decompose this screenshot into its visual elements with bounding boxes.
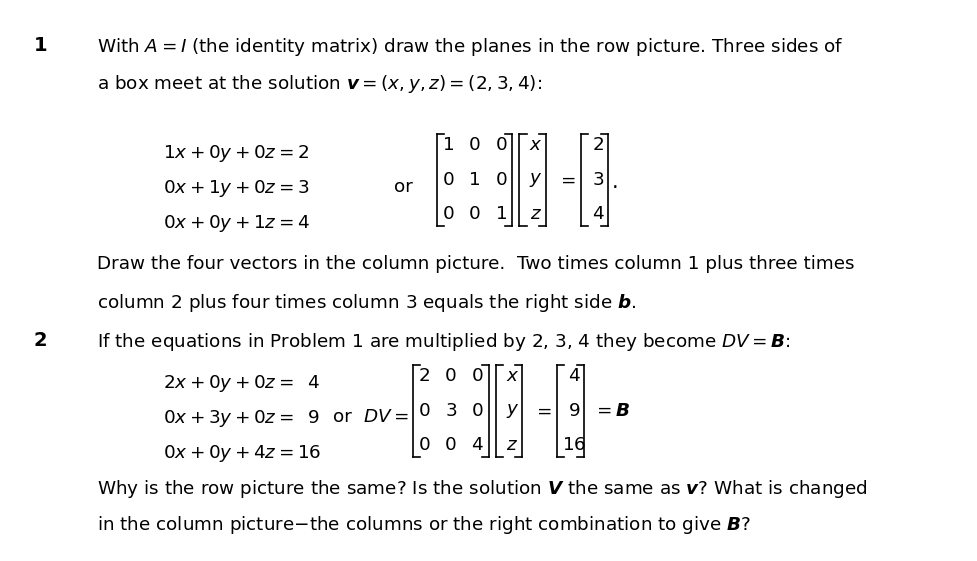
Text: $0$: $0$: [468, 136, 481, 154]
Text: $0$: $0$: [494, 171, 507, 188]
Text: $0$: $0$: [468, 205, 481, 223]
Text: $0$: $0$: [470, 402, 483, 420]
Text: $= \boldsymbol{B}$: $= \boldsymbol{B}$: [592, 402, 629, 420]
Text: $2x + 0y + 0z = \;\;4$: $2x + 0y + 0z = \;\;4$: [163, 373, 319, 394]
Text: $0$: $0$: [417, 402, 430, 420]
Text: 2: 2: [33, 331, 47, 350]
Text: column 2 plus four times column 3 equals the right side $\boldsymbol{b}$.: column 2 plus four times column 3 equals…: [97, 292, 636, 314]
Text: a box meet at the solution $\boldsymbol{v} = (x, y, z) = (2, 3, 4)$:: a box meet at the solution $\boldsymbol{…: [97, 73, 541, 95]
Text: $0$: $0$: [494, 136, 507, 154]
Text: With $A = I$ (the identity matrix) draw the planes in the row picture. Three sid: With $A = I$ (the identity matrix) draw …: [97, 36, 843, 58]
Text: $0x + 1y + 0z = 3$: $0x + 1y + 0z = 3$: [163, 178, 309, 199]
Text: $1$: $1$: [442, 136, 453, 154]
Text: 1: 1: [33, 36, 47, 56]
Text: Why is the row picture the same? Is the solution $\boldsymbol{V}$ the same as $\: Why is the row picture the same? Is the …: [97, 478, 867, 500]
Text: $z$: $z$: [506, 436, 518, 454]
Text: $y$: $y$: [529, 171, 542, 188]
Text: $0$: $0$: [442, 171, 453, 188]
Text: $9$: $9$: [568, 402, 579, 420]
Text: $y$: $y$: [505, 402, 519, 420]
Text: $0$: $0$: [442, 205, 453, 223]
Text: $4$: $4$: [470, 436, 483, 454]
Text: $3$: $3$: [591, 171, 604, 188]
Text: $4$: $4$: [591, 205, 604, 223]
Text: $x$: $x$: [505, 367, 519, 385]
Text: $0$: $0$: [444, 436, 456, 454]
Text: $0x + 3y + 0z = \;\;9$: $0x + 3y + 0z = \;\;9$: [163, 408, 319, 429]
Text: Draw the four vectors in the column picture.  Two times column 1 plus three time: Draw the four vectors in the column pict…: [97, 255, 854, 273]
Text: $0x + 0y + 1z = 4$: $0x + 0y + 1z = 4$: [163, 213, 310, 233]
Text: or: or: [394, 178, 412, 196]
Text: If the equations in Problem 1 are multiplied by 2, 3, 4 they become $DV = \bolds: If the equations in Problem 1 are multip…: [97, 331, 790, 353]
Text: $=$: $=$: [556, 171, 575, 188]
Text: $DV =$: $DV =$: [363, 408, 408, 426]
Text: $=$: $=$: [532, 402, 551, 420]
Text: $0$: $0$: [417, 436, 430, 454]
Text: $0x + 0y + 4z = 16$: $0x + 0y + 4z = 16$: [163, 443, 321, 463]
Text: $3$: $3$: [445, 402, 456, 420]
Text: $1$: $1$: [494, 205, 506, 223]
Text: or: or: [333, 408, 352, 426]
Text: in the column picture$-$the columns or the right combination to give $\boldsymbo: in the column picture$-$the columns or t…: [97, 514, 750, 536]
Text: $z$: $z$: [530, 205, 541, 223]
Text: $4$: $4$: [568, 367, 580, 385]
Text: $16$: $16$: [562, 436, 585, 454]
Text: $x$: $x$: [529, 136, 542, 154]
Text: $0$: $0$: [470, 367, 483, 385]
Text: $1x + 0y + 0z = 2$: $1x + 0y + 0z = 2$: [163, 143, 309, 164]
Text: $2$: $2$: [591, 136, 603, 154]
Text: $2$: $2$: [418, 367, 430, 385]
Text: $1$: $1$: [468, 171, 480, 188]
Text: $0$: $0$: [444, 367, 456, 385]
Text: .: .: [612, 172, 618, 192]
